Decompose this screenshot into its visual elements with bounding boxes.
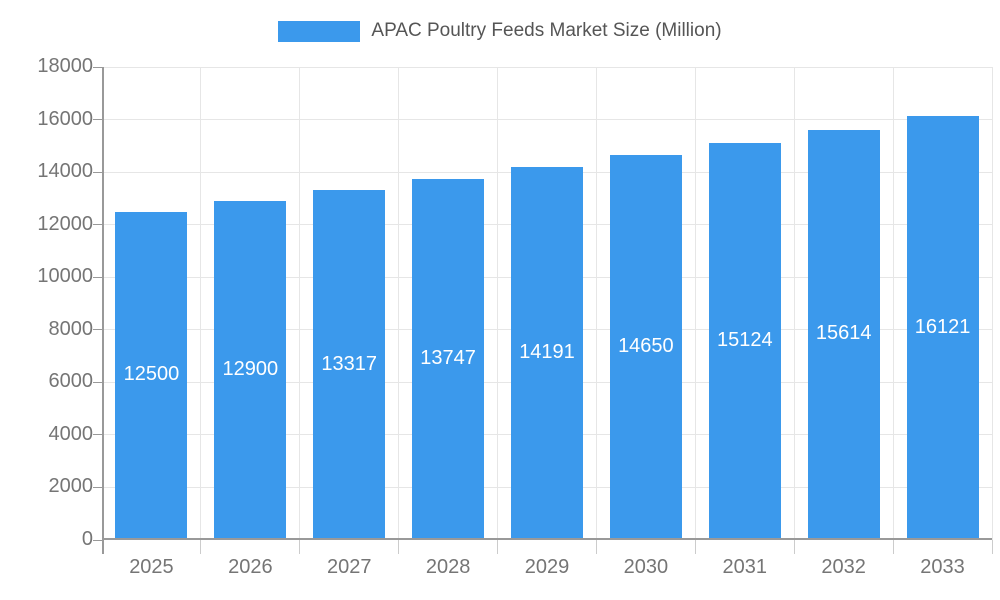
x-gridline	[595, 67, 597, 540]
bar-value-label: 16121	[914, 315, 971, 338]
y-axis-tick	[93, 224, 102, 226]
bar-2032[interactable]: 15614	[807, 129, 880, 538]
bar-value-label: 12500	[123, 363, 180, 386]
x-gridline	[299, 67, 301, 540]
y-axis-tick	[93, 329, 102, 331]
x-axis-label-2033: 2033	[920, 556, 965, 578]
x-axis-line	[102, 538, 992, 540]
y-axis-tick	[93, 486, 102, 488]
y-axis-label: 6000	[48, 370, 94, 393]
legend-swatch-icon	[278, 20, 361, 42]
x-gridline	[200, 67, 202, 540]
y-gridline	[102, 119, 992, 121]
x-axis-tick	[200, 540, 202, 554]
y-axis-label: 12000	[37, 212, 93, 235]
bar-2031[interactable]: 15124	[708, 142, 781, 538]
y-axis-label: 10000	[37, 265, 93, 288]
bar-2033[interactable]: 16121	[906, 116, 979, 538]
bar-value-label: 14191	[519, 341, 575, 364]
y-axis-label: 18000	[37, 55, 93, 77]
bar-2026[interactable]: 12900	[214, 201, 287, 538]
bar-2030[interactable]: 14650	[609, 155, 682, 538]
y-axis-tick	[93, 171, 102, 173]
x-axis-tick	[694, 540, 696, 554]
x-axis-tick	[299, 540, 301, 554]
x-axis-label-2031: 2031	[722, 556, 768, 578]
x-axis-label-2025: 2025	[129, 556, 174, 578]
legend-label: APAC Poultry Feeds Market Size (Million)	[371, 20, 722, 41]
x-axis-tick	[892, 540, 894, 554]
bar-value-label: 15124	[716, 328, 773, 351]
x-axis-label-2030: 2030	[623, 556, 669, 578]
x-gridline	[892, 67, 894, 540]
x-gridline	[497, 67, 499, 540]
y-axis-tick	[93, 276, 102, 278]
bar-value-label: 14650	[618, 335, 674, 358]
bar-value-label: 12900	[222, 358, 279, 381]
bar-value-label: 13317	[321, 352, 378, 375]
bar-2027[interactable]: 13317	[313, 190, 386, 538]
y-axis-label: 14000	[37, 160, 93, 183]
x-axis-label-2032: 2032	[821, 556, 866, 578]
x-gridline	[398, 67, 400, 540]
x-axis-tick	[497, 540, 499, 554]
y-gridline	[102, 66, 992, 68]
bar-2028[interactable]: 13747	[412, 178, 485, 538]
y-axis-label: 0	[81, 528, 93, 550]
x-axis-tick	[991, 540, 993, 554]
x-axis-tick	[398, 540, 400, 554]
x-axis-label-2029: 2029	[524, 556, 570, 578]
y-axis-tick	[93, 381, 102, 383]
x-axis-tick	[793, 540, 795, 554]
chart-legend[interactable]: APAC Poultry Feeds Market Size (Million)	[0, 16, 1000, 46]
y-axis-label: 4000	[48, 422, 94, 445]
x-axis-label-2026: 2026	[228, 556, 273, 578]
x-axis-tick	[595, 540, 597, 554]
x-gridline	[694, 67, 696, 540]
x-gridline	[991, 67, 993, 540]
y-axis-tick	[93, 539, 102, 541]
y-axis-label: 2000	[48, 475, 94, 498]
y-axis-label: 16000	[37, 107, 93, 130]
y-axis-line	[102, 67, 104, 554]
bar-value-label: 13747	[420, 346, 476, 369]
y-axis-tick	[93, 119, 102, 121]
x-axis-label-2027: 2027	[326, 556, 372, 578]
bar-2025[interactable]: 12500	[115, 211, 188, 538]
plot-area: 0 2000 4000 6000 8000 10000 12000 14000 16000 180…	[37, 55, 993, 578]
y-axis-tick	[93, 434, 102, 436]
x-gridline	[793, 67, 795, 540]
x-axis-label-2028: 2028	[425, 556, 471, 578]
y-axis-tick	[93, 66, 102, 68]
bar-2029[interactable]: 14191	[511, 167, 583, 538]
bar-value-label: 15614	[815, 322, 872, 345]
y-axis-label: 8000	[48, 317, 94, 340]
